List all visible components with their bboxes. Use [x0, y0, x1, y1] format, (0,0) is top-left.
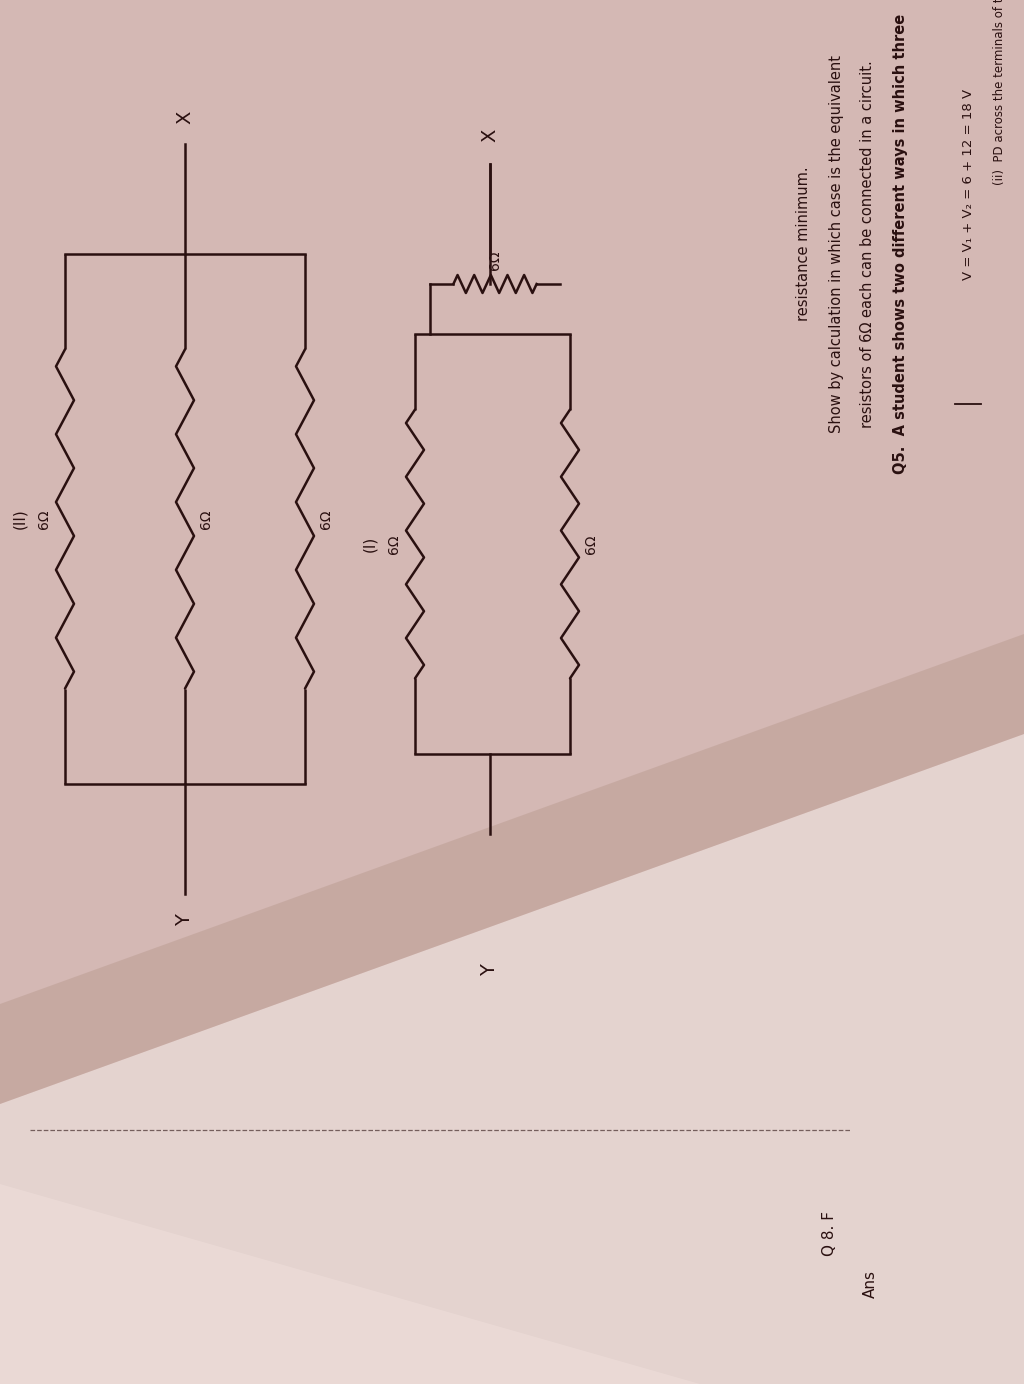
Text: Ans: Ans — [862, 1271, 878, 1298]
Polygon shape — [0, 634, 1024, 1104]
Text: Q5.  A student shows two different ways in which three: Q5. A student shows two different ways i… — [893, 14, 907, 475]
Text: Y: Y — [480, 965, 500, 976]
Text: 6Ω: 6Ω — [488, 251, 502, 270]
Text: V = V₁ + V₂ = 6 + 12 = 18 V: V = V₁ + V₂ = 6 + 12 = 18 V — [962, 89, 975, 280]
Text: (ii)  PD across the terminals of the: (ii) PD across the terminals of the — [993, 0, 1007, 185]
Text: 6Ω: 6Ω — [199, 509, 213, 529]
Text: resistance minimum.: resistance minimum. — [797, 166, 811, 321]
Polygon shape — [0, 734, 1024, 1384]
Text: (II): (II) — [12, 509, 28, 529]
Text: X: X — [175, 111, 195, 125]
Text: (I): (I) — [362, 536, 378, 552]
Text: Show by calculation in which case is the equivalent: Show by calculation in which case is the… — [828, 55, 844, 433]
Text: resistors of 6Ω each can be connected in a circuit.: resistors of 6Ω each can be connected in… — [860, 60, 876, 428]
Text: 6Ω: 6Ω — [37, 509, 51, 529]
Text: X: X — [480, 129, 500, 143]
Text: 6Ω: 6Ω — [387, 534, 401, 554]
Polygon shape — [0, 1183, 700, 1384]
Text: Y: Y — [175, 913, 195, 926]
Text: Q 8. F: Q 8. F — [822, 1211, 838, 1257]
Text: 6Ω: 6Ω — [319, 509, 333, 529]
Text: 6Ω: 6Ω — [584, 534, 598, 554]
